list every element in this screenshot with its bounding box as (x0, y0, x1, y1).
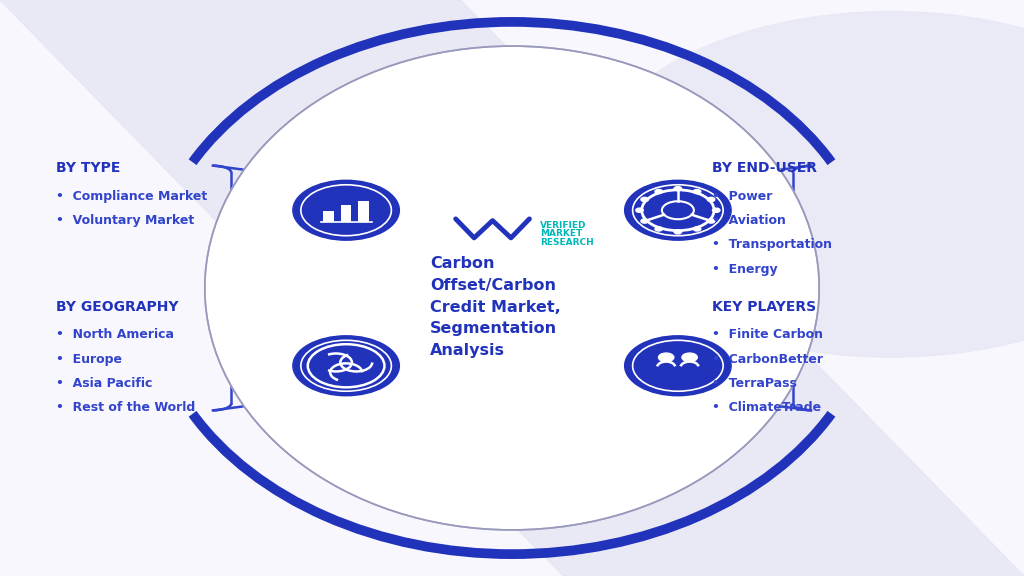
Circle shape (625, 180, 731, 240)
Text: •  Asia Pacific: • Asia Pacific (56, 377, 153, 390)
Circle shape (713, 208, 720, 213)
Text: MARKET: MARKET (540, 229, 582, 238)
Circle shape (636, 208, 643, 213)
Text: •  Voluntary Market: • Voluntary Market (56, 214, 195, 228)
Circle shape (674, 230, 682, 234)
Text: BY TYPE: BY TYPE (56, 161, 121, 175)
Circle shape (693, 190, 700, 194)
Text: •  CarbonBetter: • CarbonBetter (712, 353, 822, 366)
Text: RESEARCH: RESEARCH (540, 238, 593, 247)
Circle shape (655, 190, 663, 194)
Text: •  TerraPass: • TerraPass (712, 377, 797, 390)
Ellipse shape (205, 46, 819, 530)
Text: •  Power: • Power (712, 190, 772, 203)
Circle shape (655, 227, 663, 231)
Circle shape (584, 12, 1024, 357)
Circle shape (625, 336, 731, 396)
Text: •  Europe: • Europe (56, 353, 122, 366)
Text: •  Energy: • Energy (712, 263, 777, 276)
Circle shape (641, 198, 648, 202)
Text: •  Rest of the World: • Rest of the World (56, 401, 196, 414)
Bar (341, 206, 351, 222)
Text: •  North America: • North America (56, 328, 174, 342)
Circle shape (641, 219, 648, 223)
Text: •  Finite Carbon: • Finite Carbon (712, 328, 822, 342)
Text: •  Transportation: • Transportation (712, 238, 831, 252)
Text: BY END-USER: BY END-USER (712, 161, 817, 175)
Text: BY GEOGRAPHY: BY GEOGRAPHY (56, 300, 179, 313)
Text: VERIFIED: VERIFIED (540, 221, 586, 230)
Text: Carbon
Offset/Carbon
Credit Market,
Segmentation
Analysis: Carbon Offset/Carbon Credit Market, Segm… (430, 256, 561, 358)
Circle shape (293, 336, 399, 396)
Circle shape (293, 180, 399, 240)
Text: •  Aviation: • Aviation (712, 214, 785, 228)
Text: •  ClimateTrade: • ClimateTrade (712, 401, 821, 414)
Text: KEY PLAYERS: KEY PLAYERS (712, 300, 816, 313)
Circle shape (658, 353, 674, 362)
Circle shape (708, 219, 715, 223)
Circle shape (682, 353, 697, 362)
Circle shape (693, 227, 700, 231)
Text: •  Compliance Market: • Compliance Market (56, 190, 208, 203)
Bar (358, 200, 369, 222)
Circle shape (708, 198, 715, 202)
Circle shape (674, 187, 682, 191)
Bar (324, 211, 334, 222)
